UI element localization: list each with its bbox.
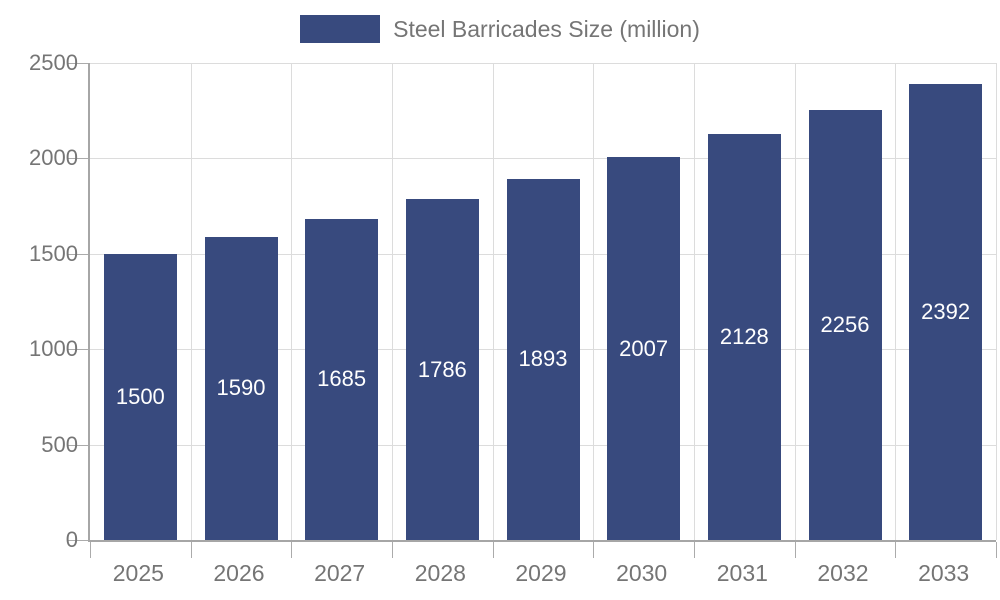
bar-value-label: 2256 bbox=[820, 311, 870, 337]
v-gridline bbox=[694, 63, 695, 540]
x-axis-tick bbox=[694, 542, 695, 558]
bar-2032: 2256 bbox=[808, 109, 882, 540]
bar-2031: 2128 bbox=[707, 133, 781, 540]
y-axis-tick bbox=[68, 540, 88, 541]
bar-2029: 1893 bbox=[506, 178, 580, 540]
bar-value-label: 1685 bbox=[317, 366, 367, 392]
legend: Steel Barricades Size (million) bbox=[0, 15, 1000, 43]
x-axis-tick-label: 2032 bbox=[817, 560, 869, 586]
y-axis-tick-label: 500 bbox=[41, 431, 78, 457]
bar-2028: 1786 bbox=[405, 199, 479, 540]
v-gridline bbox=[291, 63, 293, 540]
x-axis-tick bbox=[392, 542, 393, 558]
legend-swatch-icon bbox=[300, 15, 381, 43]
x-axis-tick-label: 2031 bbox=[716, 560, 768, 586]
bar-value-label: 1500 bbox=[115, 383, 165, 409]
y-axis-tick-label: 2500 bbox=[29, 50, 78, 75]
y-axis-tick-label: 1000 bbox=[29, 336, 78, 362]
y-axis-tick-label: 2000 bbox=[29, 145, 78, 171]
bar-2027: 1685 bbox=[305, 218, 379, 540]
bar-value-label: 2128 bbox=[719, 323, 769, 349]
v-gridline bbox=[392, 63, 393, 540]
y-axis-tick bbox=[68, 158, 88, 160]
x-axis-tick-label: 2029 bbox=[515, 560, 567, 586]
y-axis-tick-label: 0 bbox=[65, 527, 78, 552]
v-gridline bbox=[492, 63, 494, 540]
bar-2033: 2392 bbox=[909, 83, 983, 540]
bar-2025: 1500 bbox=[103, 253, 177, 540]
bar-2026: 1590 bbox=[204, 236, 278, 540]
x-axis-tick bbox=[492, 542, 494, 558]
y-axis-tick bbox=[68, 63, 88, 64]
x-axis-tick bbox=[794, 542, 796, 558]
bar-value-label: 1893 bbox=[518, 346, 568, 372]
x-axis-tick-label: 2026 bbox=[213, 560, 265, 586]
x-axis-tick-label: 2028 bbox=[414, 560, 466, 586]
v-gridline bbox=[593, 63, 595, 540]
x-axis-tick bbox=[895, 542, 897, 558]
h-gridline bbox=[90, 158, 996, 160]
v-gridline bbox=[794, 63, 796, 540]
x-axis-tick-label: 2033 bbox=[918, 560, 970, 586]
v-gridline bbox=[895, 63, 897, 540]
x-axis-tick bbox=[593, 542, 595, 558]
plot-area: 1500 1590 1685 1786 1893 2007 2128 2256 2392 bbox=[68, 63, 997, 558]
x-axis-tick-label: 2025 bbox=[112, 560, 164, 586]
y-axis-tick bbox=[68, 349, 88, 351]
v-gridline bbox=[996, 63, 997, 540]
bar-value-label: 2007 bbox=[619, 335, 669, 361]
legend-label: Steel Barricades Size (million) bbox=[393, 15, 700, 42]
bar-2030: 2007 bbox=[607, 157, 681, 540]
x-axis-tick bbox=[90, 542, 91, 558]
x-axis-tick-label: 2030 bbox=[616, 560, 668, 586]
x-axis-tick-label: 2027 bbox=[314, 560, 366, 586]
bar-value-label: 1590 bbox=[216, 375, 266, 401]
v-gridline bbox=[190, 63, 192, 540]
bar-value-label: 2392 bbox=[921, 298, 971, 324]
bar-value-label: 1786 bbox=[417, 356, 467, 382]
y-axis-tick bbox=[68, 444, 88, 446]
h-gridline bbox=[90, 63, 996, 64]
y-axis-tick-label: 1500 bbox=[29, 240, 78, 266]
x-axis-tick bbox=[190, 542, 192, 558]
x-axis-tick bbox=[996, 542, 997, 558]
x-axis-tick bbox=[291, 542, 293, 558]
y-axis-tick bbox=[68, 253, 88, 255]
